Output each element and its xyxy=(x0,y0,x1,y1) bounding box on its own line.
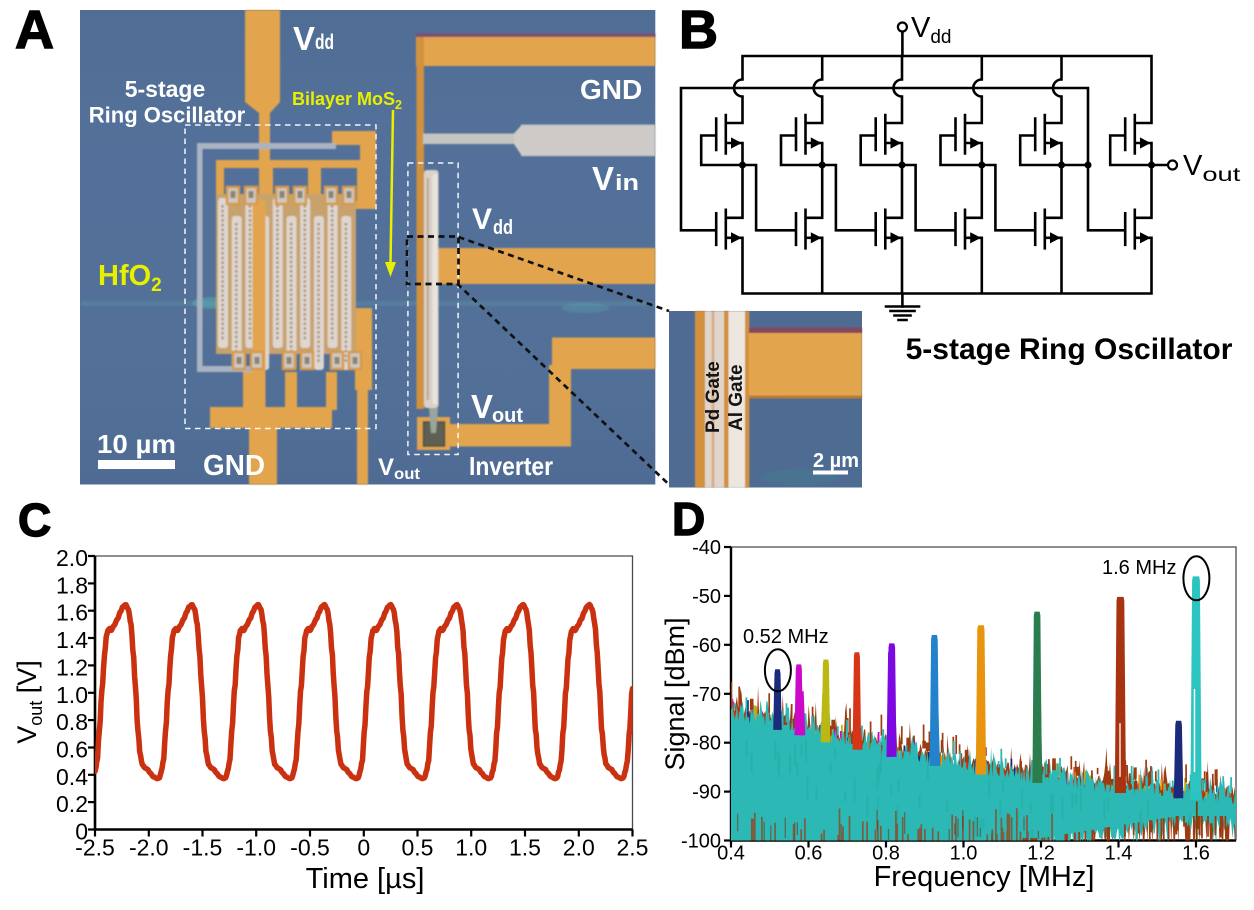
svg-text:HfO2: HfO2 xyxy=(98,260,162,296)
svg-text:Bilayer MoS2: Bilayer MoS2 xyxy=(292,89,402,112)
svg-text:Vout [V]: Vout [V] xyxy=(12,660,46,744)
svg-text:D: D xyxy=(672,493,705,545)
svg-text:Ring Oscillator: Ring Oscillator xyxy=(89,103,246,128)
svg-text:0.8: 0.8 xyxy=(56,709,88,735)
svg-text:-70: -70 xyxy=(692,684,721,706)
svg-text:0: 0 xyxy=(75,819,88,845)
svg-text:0.4: 0.4 xyxy=(717,843,745,865)
svg-text:1.6: 1.6 xyxy=(1182,843,1210,865)
svg-text:0.6: 0.6 xyxy=(795,843,823,865)
svg-text:V: V xyxy=(472,203,492,236)
svg-text:Time [µs]: Time [µs] xyxy=(306,863,425,895)
svg-text:1.6 MHz: 1.6 MHz xyxy=(1102,557,1176,579)
svg-text:Inverter: Inverter xyxy=(469,451,553,481)
svg-text:out: out xyxy=(394,466,421,483)
svg-text:-40: -40 xyxy=(692,537,721,559)
svg-text:1.4: 1.4 xyxy=(56,627,88,653)
svg-text:-1.0: -1.0 xyxy=(236,835,276,861)
svg-text:1.4: 1.4 xyxy=(1105,843,1133,865)
svg-text:0.2: 0.2 xyxy=(56,791,88,817)
svg-text:-100: -100 xyxy=(681,831,721,853)
svg-text:Frequency [MHz]: Frequency [MHz] xyxy=(874,861,1095,893)
svg-text:1.2: 1.2 xyxy=(1027,843,1055,865)
svg-text:1.2: 1.2 xyxy=(56,654,88,680)
svg-text:1.5: 1.5 xyxy=(509,835,541,861)
svg-text:1.6: 1.6 xyxy=(56,600,88,626)
svg-text:0.8: 0.8 xyxy=(872,843,900,865)
svg-text:1.8: 1.8 xyxy=(56,572,88,598)
svg-text:B: B xyxy=(679,0,718,60)
svg-text:Vout: Vout xyxy=(1183,150,1241,186)
svg-text:-80: -80 xyxy=(692,733,721,755)
svg-text:-0.5: -0.5 xyxy=(290,835,330,861)
svg-text:V: V xyxy=(592,160,614,197)
svg-text:-90: -90 xyxy=(692,782,721,804)
svg-text:10 µm: 10 µm xyxy=(97,429,176,459)
svg-text:Vdd: Vdd xyxy=(911,12,951,48)
svg-text:2 µm: 2 µm xyxy=(813,450,859,472)
svg-text:out: out xyxy=(492,405,523,427)
svg-text:0.6: 0.6 xyxy=(56,737,88,763)
svg-text:V: V xyxy=(378,454,394,481)
svg-text:GND: GND xyxy=(580,74,642,105)
svg-text:1.0: 1.0 xyxy=(455,835,487,861)
svg-text:-60: -60 xyxy=(692,635,721,657)
svg-text:0.52 MHz: 0.52 MHz xyxy=(743,626,829,648)
svg-text:-1.5: -1.5 xyxy=(183,835,223,861)
svg-text:dd: dd xyxy=(315,31,334,54)
svg-text:in: in xyxy=(615,170,639,195)
svg-text:Signal [dBm]: Signal [dBm] xyxy=(660,617,690,770)
svg-text:V: V xyxy=(293,20,315,57)
svg-text:C: C xyxy=(18,494,51,546)
svg-text:1.0: 1.0 xyxy=(56,682,88,708)
svg-text:2.0: 2.0 xyxy=(563,835,595,861)
svg-text:A: A xyxy=(15,0,54,60)
svg-text:0: 0 xyxy=(357,835,370,861)
svg-text:Pd Gate: Pd Gate xyxy=(703,361,724,433)
svg-text:5-stage Ring Oscillator: 5-stage Ring Oscillator xyxy=(906,333,1233,366)
svg-text:-50: -50 xyxy=(692,586,721,608)
svg-text:-2.5: -2.5 xyxy=(75,835,115,861)
svg-text:Al Gate: Al Gate xyxy=(726,364,747,431)
svg-text:0.4: 0.4 xyxy=(56,764,88,790)
svg-text:0.5: 0.5 xyxy=(402,835,434,861)
svg-text:5-stage: 5-stage xyxy=(125,76,206,102)
svg-text:2.0: 2.0 xyxy=(56,545,88,571)
svg-text:dd: dd xyxy=(493,217,513,239)
svg-text:2.5: 2.5 xyxy=(617,835,649,861)
svg-text:V: V xyxy=(471,388,493,425)
svg-text:-2.0: -2.0 xyxy=(129,835,169,861)
svg-text:GND: GND xyxy=(203,450,265,482)
svg-text:1.0: 1.0 xyxy=(950,843,978,865)
